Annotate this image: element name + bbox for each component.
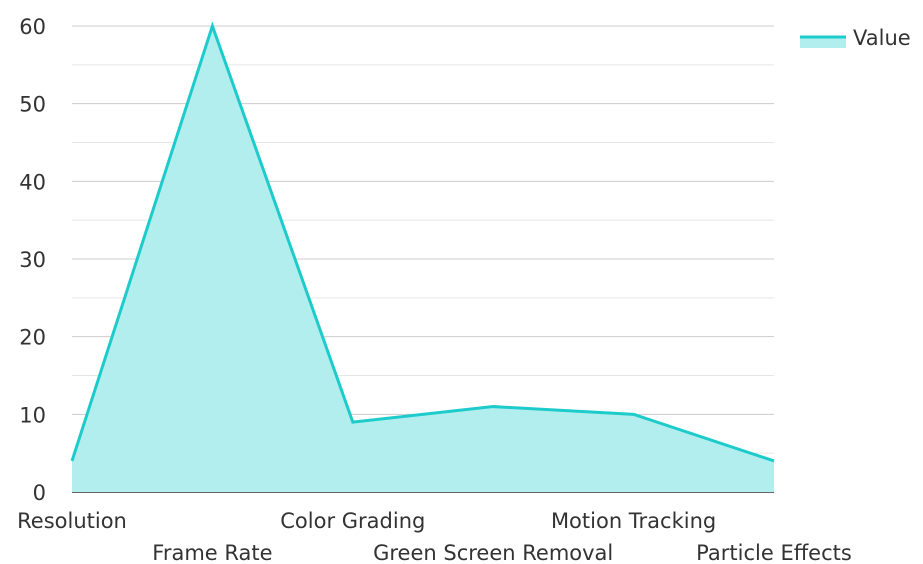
y-tick-label: 60 bbox=[19, 15, 46, 39]
series-polyline bbox=[70, 21, 775, 463]
series-area bbox=[72, 26, 774, 492]
series-line bbox=[70, 21, 775, 463]
legend-label: Value bbox=[853, 26, 911, 50]
y-tick-label: 10 bbox=[19, 403, 46, 427]
x-tick-label: Particle Effects bbox=[696, 541, 852, 564]
y-tick-label: 30 bbox=[19, 248, 46, 272]
x-tick-label: Resolution bbox=[17, 509, 127, 533]
x-tick-label: Color Grading bbox=[280, 509, 425, 533]
x-tick-label: Frame Rate bbox=[152, 541, 272, 564]
y-tick-label: 40 bbox=[19, 170, 46, 194]
legend-swatch bbox=[800, 36, 846, 48]
x-axis-ticks: Resolution Frame Rate Color Grading Green S… bbox=[17, 509, 852, 564]
x-tick-label: Green Screen Removal bbox=[373, 541, 613, 564]
y-tick-label: 50 bbox=[19, 93, 46, 117]
legend: Value bbox=[800, 26, 911, 50]
x-tick-label: Motion Tracking bbox=[551, 509, 716, 533]
area-fill bbox=[72, 26, 774, 492]
y-tick-label: 0 bbox=[33, 481, 46, 505]
y-axis-ticks: 0 10 20 30 40 50 60 bbox=[19, 15, 46, 505]
y-tick-label: 20 bbox=[19, 326, 46, 350]
